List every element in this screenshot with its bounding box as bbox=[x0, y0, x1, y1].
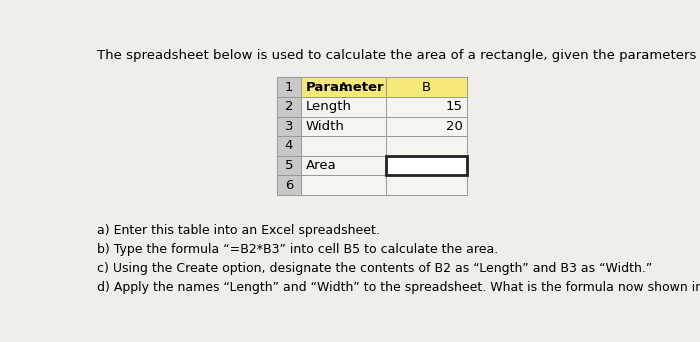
Bar bbox=[386, 77, 468, 97]
Text: 2: 2 bbox=[285, 100, 293, 113]
Bar bbox=[300, 77, 386, 97]
Bar bbox=[300, 136, 386, 156]
Text: a) Enter this table into an Excel spreadsheet.: a) Enter this table into an Excel spread… bbox=[97, 224, 379, 237]
Bar bbox=[386, 175, 468, 195]
Bar bbox=[300, 175, 386, 195]
Bar bbox=[386, 136, 468, 156]
Bar bbox=[300, 97, 386, 117]
Text: B: B bbox=[422, 81, 431, 94]
Text: 20: 20 bbox=[446, 120, 463, 133]
Text: The spreadsheet below is used to calculate the area of a rectangle, given the pa: The spreadsheet below is used to calcula… bbox=[97, 49, 700, 62]
Bar bbox=[300, 117, 386, 136]
Text: 5: 5 bbox=[285, 159, 293, 172]
Bar bbox=[277, 156, 300, 175]
Bar bbox=[277, 117, 300, 136]
Text: 3: 3 bbox=[285, 120, 293, 133]
Text: Parameter: Parameter bbox=[306, 81, 385, 94]
Text: 1: 1 bbox=[285, 81, 293, 94]
Text: A: A bbox=[339, 81, 348, 94]
Bar bbox=[277, 77, 300, 97]
Text: 4: 4 bbox=[285, 140, 293, 153]
Text: Length: Length bbox=[306, 100, 352, 113]
Bar bbox=[300, 156, 386, 175]
Bar bbox=[386, 156, 468, 175]
Text: b) Type the formula “=B2*B3” into cell B5 to calculate the area.: b) Type the formula “=B2*B3” into cell B… bbox=[97, 243, 498, 256]
Bar bbox=[277, 77, 300, 97]
Text: Area: Area bbox=[306, 159, 337, 172]
Bar bbox=[277, 97, 300, 117]
Text: c) Using the Create option, designate the contents of B2 as “Length” and B3 as “: c) Using the Create option, designate th… bbox=[97, 262, 652, 275]
Text: 6: 6 bbox=[285, 179, 293, 192]
Bar bbox=[277, 175, 300, 195]
Text: 15: 15 bbox=[446, 100, 463, 113]
Text: d) Apply the names “Length” and “Width” to the spreadsheet. What is the formula : d) Apply the names “Length” and “Width” … bbox=[97, 281, 700, 294]
Bar bbox=[300, 77, 386, 97]
Bar bbox=[386, 97, 468, 117]
Bar bbox=[277, 136, 300, 156]
Bar bbox=[386, 77, 468, 97]
Text: Width: Width bbox=[306, 120, 345, 133]
Bar bbox=[386, 117, 468, 136]
